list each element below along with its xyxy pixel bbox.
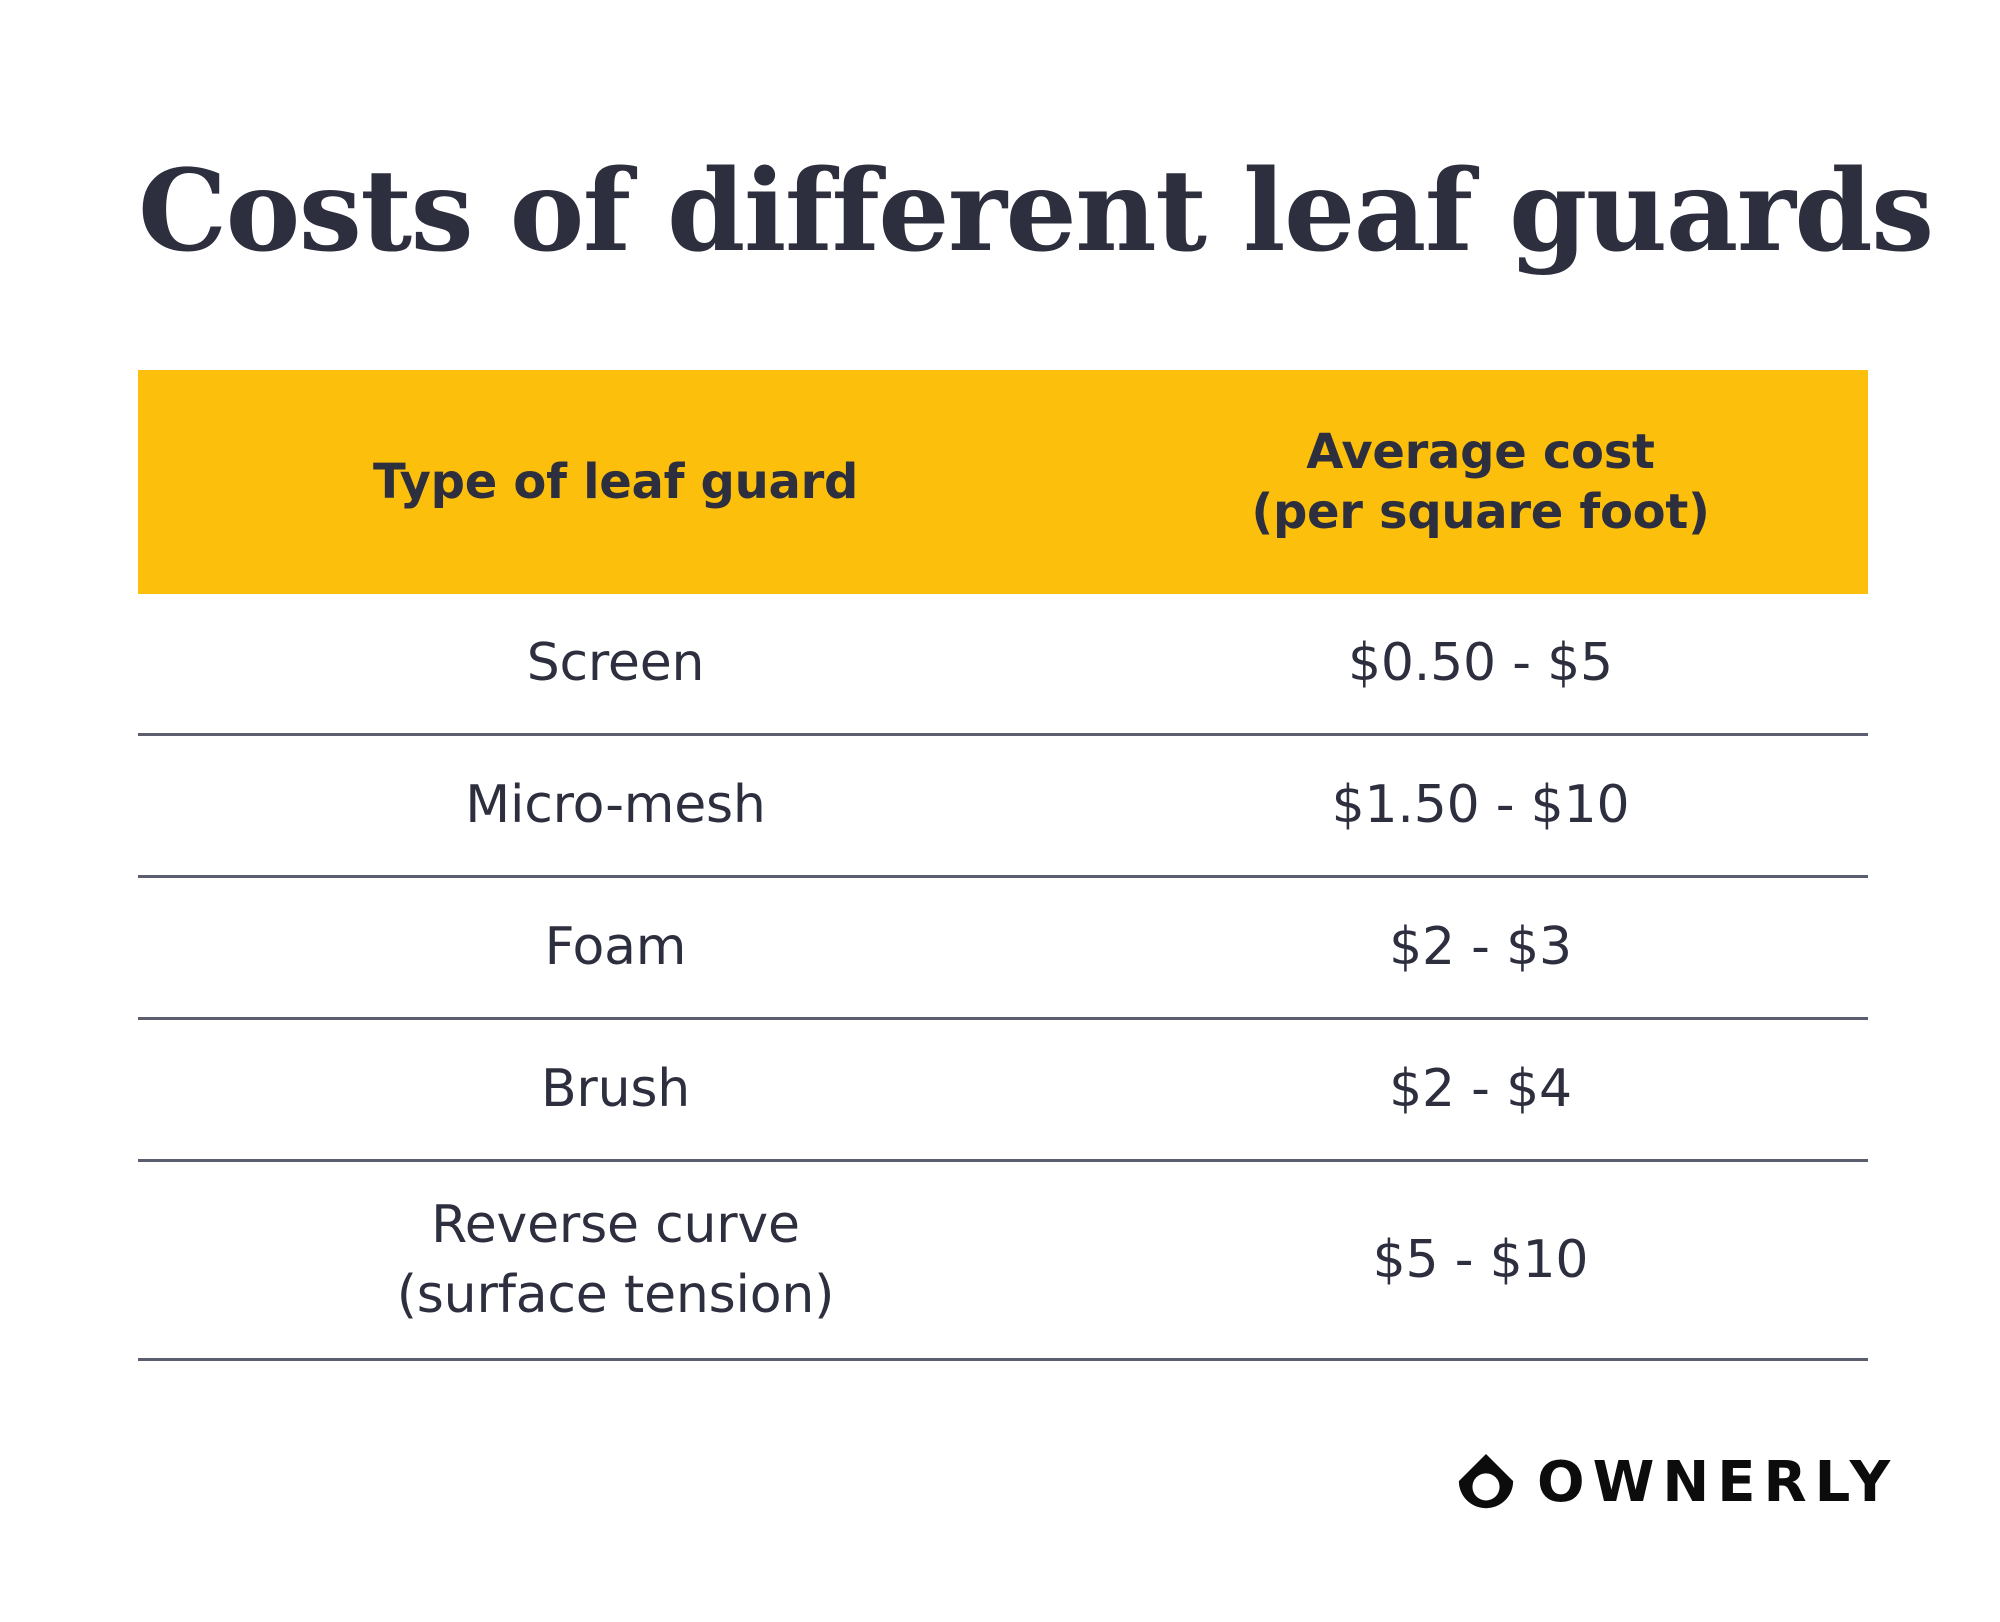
header-label-type: Type of leaf guard bbox=[372, 453, 859, 510]
page-title: Costs of different leaf guards bbox=[138, 146, 1934, 278]
cell-type-label-line1: Reverse curve bbox=[431, 1194, 800, 1255]
cell-type: Micro-mesh bbox=[138, 770, 1093, 840]
table-row: Foam $2 - $3 bbox=[138, 878, 1868, 1020]
table-row: Screen $0.50 - $5 bbox=[138, 594, 1868, 736]
cell-cost-value: $2 - $3 bbox=[1389, 917, 1572, 978]
cell-type: Reverse curve (surface tension) bbox=[138, 1190, 1093, 1330]
table-header-row: Type of leaf guard Average cost (per squ… bbox=[138, 370, 1868, 594]
cell-cost: $2 - $3 bbox=[1093, 912, 1868, 982]
cell-type-label: Foam bbox=[544, 917, 687, 978]
cell-cost-value: $1.50 - $10 bbox=[1331, 775, 1630, 836]
cell-type-label: Reverse curve (surface tension) bbox=[152, 1190, 1079, 1330]
cost-table: Type of leaf guard Average cost (per squ… bbox=[138, 370, 1868, 1361]
cell-type: Brush bbox=[138, 1054, 1093, 1124]
cell-type-label-line2: (surface tension) bbox=[396, 1265, 835, 1325]
ownerly-logo: OWNERLY bbox=[1455, 1452, 1898, 1514]
cell-cost-value: $0.50 - $5 bbox=[1348, 633, 1613, 694]
cell-type-label: Micro-mesh bbox=[465, 775, 766, 836]
ownerly-wordmark: OWNERLY bbox=[1537, 1450, 1899, 1515]
header-cell-cost: Average cost (per square foot) bbox=[1093, 422, 1868, 543]
cell-cost: $0.50 - $5 bbox=[1093, 628, 1868, 698]
house-logo-icon bbox=[1458, 1453, 1514, 1509]
cell-cost: $1.50 - $10 bbox=[1093, 770, 1868, 840]
cell-type-label: Brush bbox=[540, 1059, 690, 1120]
cell-type: Foam bbox=[138, 912, 1093, 982]
table-row: Reverse curve (surface tension) $5 - $10 bbox=[138, 1162, 1868, 1361]
cell-cost: $2 - $4 bbox=[1093, 1054, 1868, 1124]
header-label-cost-line2: (per square foot) bbox=[1251, 484, 1710, 540]
cell-type: Screen bbox=[138, 628, 1093, 698]
cell-cost-value: $2 - $4 bbox=[1389, 1059, 1572, 1120]
header-cell-type: Type of leaf guard bbox=[138, 452, 1093, 512]
table-row: Brush $2 - $4 bbox=[138, 1020, 1868, 1162]
cell-type-label: Screen bbox=[526, 633, 705, 694]
header-label-cost: Average cost (per square foot) bbox=[1107, 422, 1854, 543]
table-row: Micro-mesh $1.50 - $10 bbox=[138, 736, 1868, 878]
cell-cost: $5 - $10 bbox=[1093, 1225, 1868, 1295]
cell-cost-value: $5 - $10 bbox=[1372, 1229, 1589, 1290]
header-label-cost-line1: Average cost bbox=[1306, 423, 1655, 480]
